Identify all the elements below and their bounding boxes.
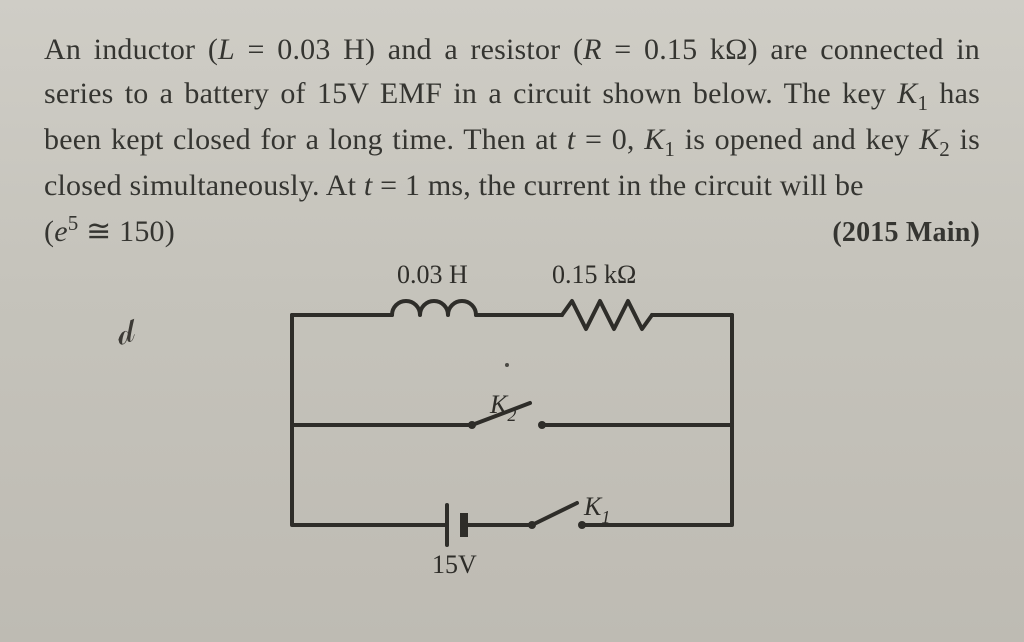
- page: An inductor (L = 0.03 H) and a resistor …: [0, 0, 1024, 642]
- val-R: 0.15 kΩ: [644, 33, 748, 66]
- circuit-svg: 0.03 H 0.15 kΩ K2: [232, 255, 792, 585]
- problem-statement: An inductor (L = 0.03 H) and a resistor …: [44, 28, 980, 253]
- approx-note: (e5 ≅ 150): [44, 208, 175, 254]
- text: time. Then at: [392, 123, 567, 156]
- text: is opened and key: [675, 123, 919, 156]
- wire: [582, 315, 732, 525]
- last-line: (e5 ≅ 150) (2015 Main): [44, 208, 980, 254]
- resistor-label: 0.15 kΩ: [552, 260, 636, 289]
- text: =: [235, 33, 277, 66]
- text: simultaneously. At: [130, 169, 364, 202]
- emf-label: 15V: [432, 550, 477, 579]
- resistor-icon: [562, 301, 652, 329]
- circuit-diagram: 0.03 H 0.15 kΩ K2: [44, 255, 980, 585]
- k2-label: K2: [489, 390, 516, 425]
- sub: 2: [939, 137, 950, 161]
- switch-node: [578, 521, 586, 529]
- inductor-icon: [392, 301, 476, 315]
- sup: 5: [68, 211, 79, 235]
- source-tag: (2015 Main): [808, 213, 980, 254]
- var-K1b: K: [644, 123, 664, 156]
- text: = 0,: [575, 123, 644, 156]
- val-L: 0.03 H: [277, 33, 365, 66]
- var-L: L: [218, 33, 235, 66]
- inductor-label: 0.03 H: [397, 260, 468, 289]
- text: ) are: [748, 33, 808, 66]
- var-K2: K: [919, 123, 939, 156]
- text: shown below. The key: [602, 77, 897, 110]
- k1-label: K1: [583, 492, 610, 527]
- sub: 1: [664, 137, 675, 161]
- dot-artifact: [505, 363, 509, 367]
- text: ) and a resistor (: [365, 33, 583, 66]
- var-e: e: [54, 215, 68, 248]
- switch-k1-icon: [532, 503, 577, 525]
- text: =: [602, 33, 644, 66]
- var-R: R: [583, 33, 602, 66]
- text: ≅ 150): [78, 215, 175, 248]
- var-K1: K: [897, 77, 917, 110]
- wire: [292, 315, 432, 525]
- text: An inductor (: [44, 33, 218, 66]
- sub: 1: [918, 91, 929, 115]
- text: (: [44, 215, 54, 248]
- text: = 1 ms, the current in the circuit will …: [372, 169, 863, 202]
